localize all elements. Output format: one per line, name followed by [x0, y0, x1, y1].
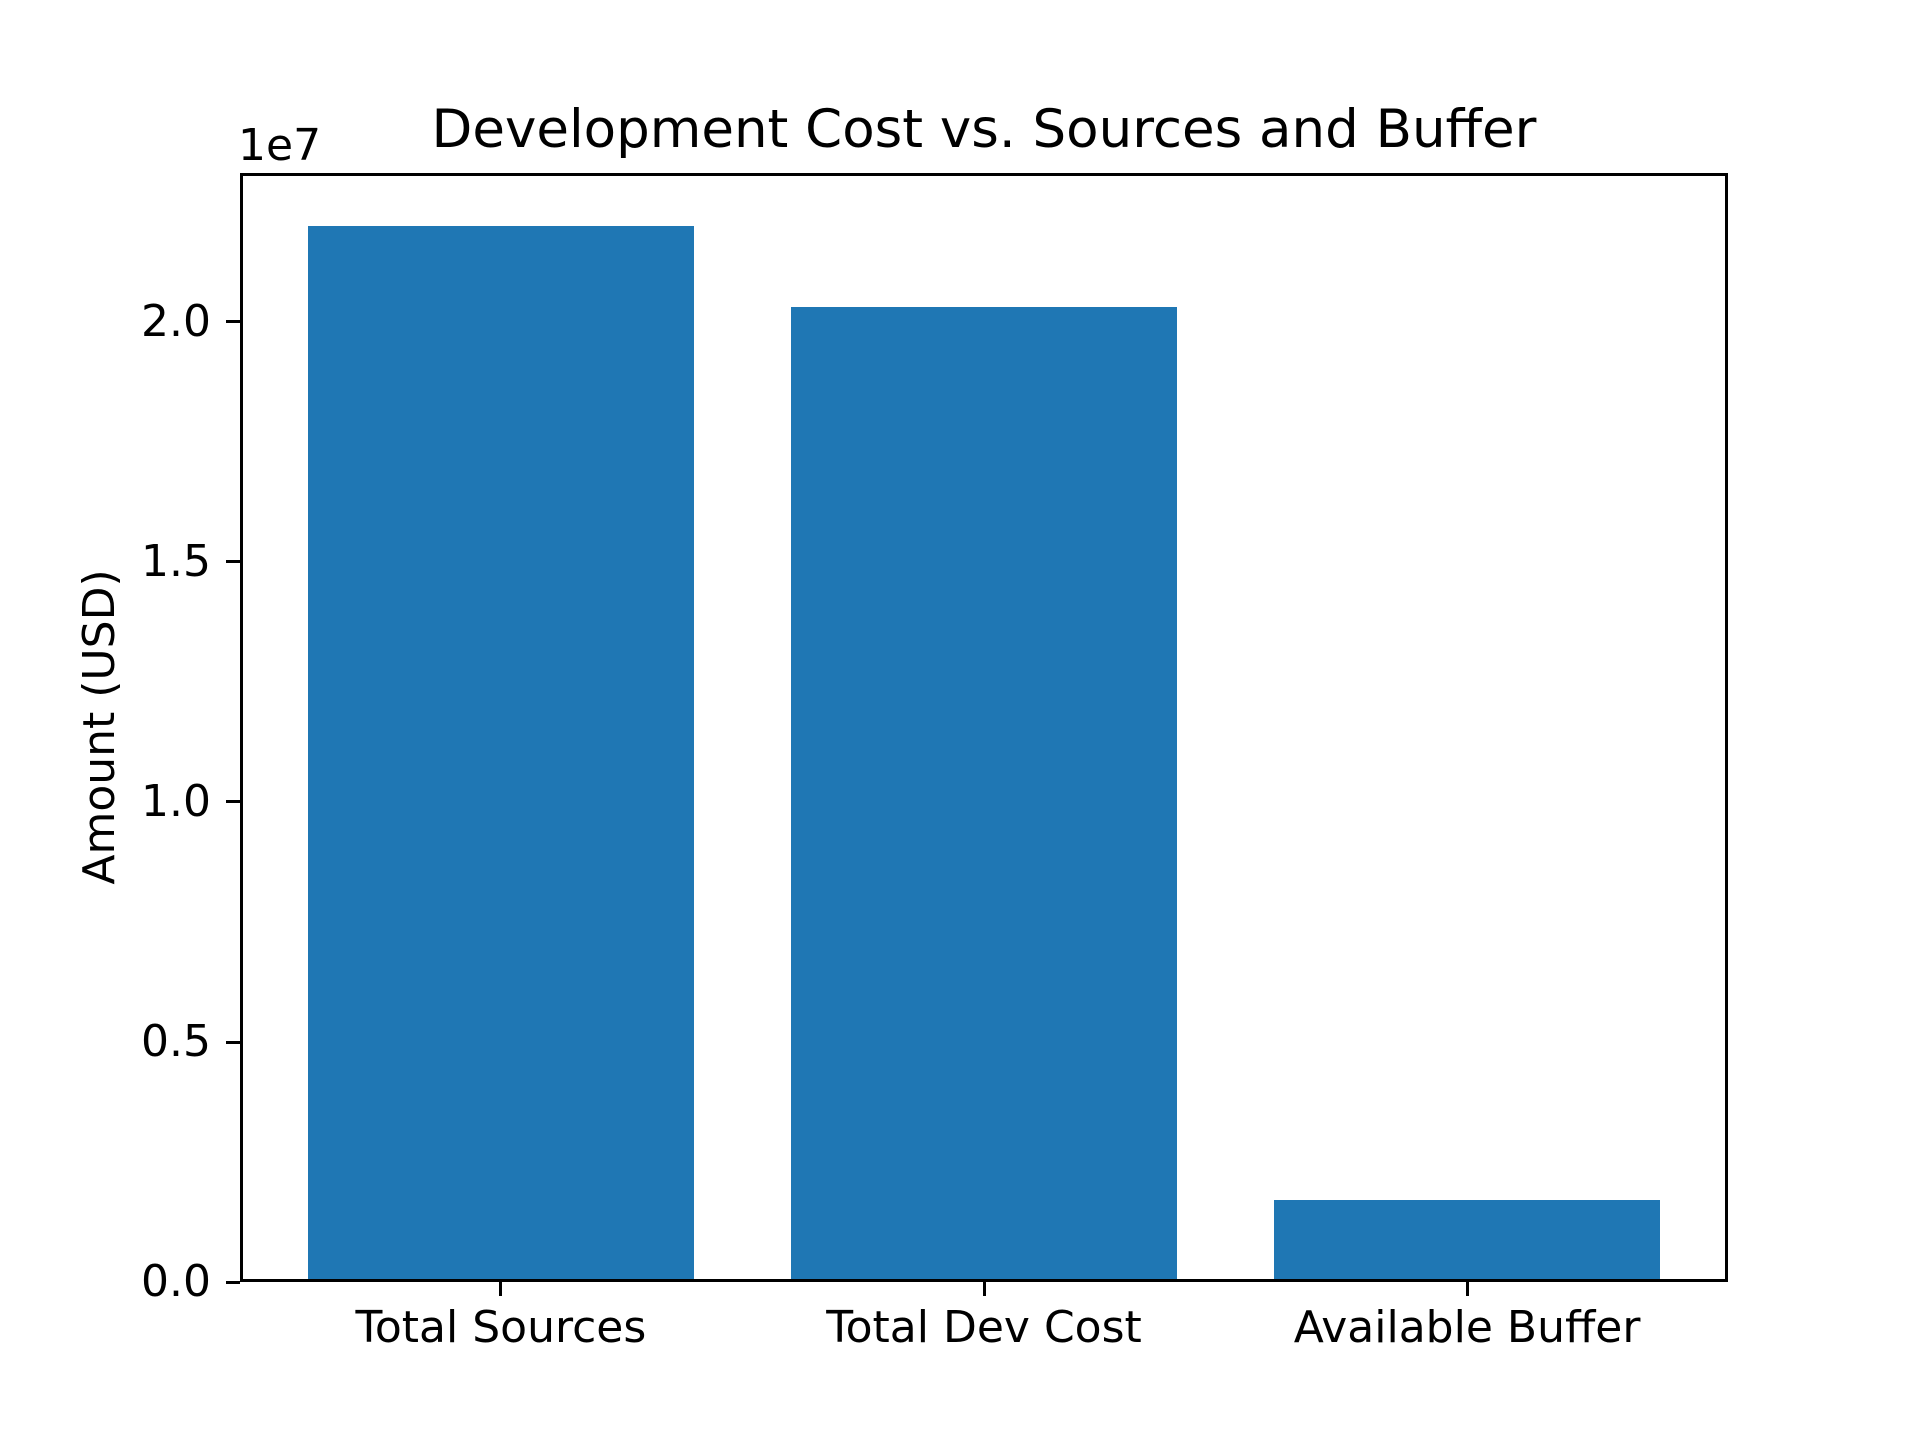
y-axis-offset-text: 1e7 [238, 120, 322, 171]
bar-total-dev-cost [790, 307, 1178, 1282]
y-tick-mark [226, 560, 240, 564]
y-tick-label: 2.0 [141, 295, 211, 347]
y-axis-label: Amount (USD) [74, 569, 125, 885]
y-tick-mark [226, 1280, 240, 1284]
x-tick-label-total-dev-cost: Total Dev Cost [826, 1302, 1142, 1353]
y-tick-label: 0.5 [141, 1016, 211, 1067]
y-tick-label: 1.5 [141, 535, 211, 587]
bar-available-buffer [1273, 1200, 1661, 1282]
bar-total-sources [307, 225, 695, 1282]
plot-area [240, 173, 1728, 1282]
y-tick-mark [226, 1040, 240, 1044]
x-tick-mark [499, 1282, 503, 1296]
x-tick-mark [982, 1282, 986, 1296]
chart-title: Development Cost vs. Sources and Buffer [431, 99, 1537, 160]
y-tick-mark [226, 800, 240, 804]
x-tick-label-available-buffer: Available Buffer [1293, 1302, 1641, 1353]
y-tick-label: 1.0 [141, 775, 211, 827]
x-tick-label-total-sources: Total Sources [355, 1302, 647, 1353]
y-tick-label: 0.0 [141, 1256, 211, 1307]
x-tick-mark [1465, 1282, 1469, 1296]
y-tick-mark [226, 320, 240, 324]
